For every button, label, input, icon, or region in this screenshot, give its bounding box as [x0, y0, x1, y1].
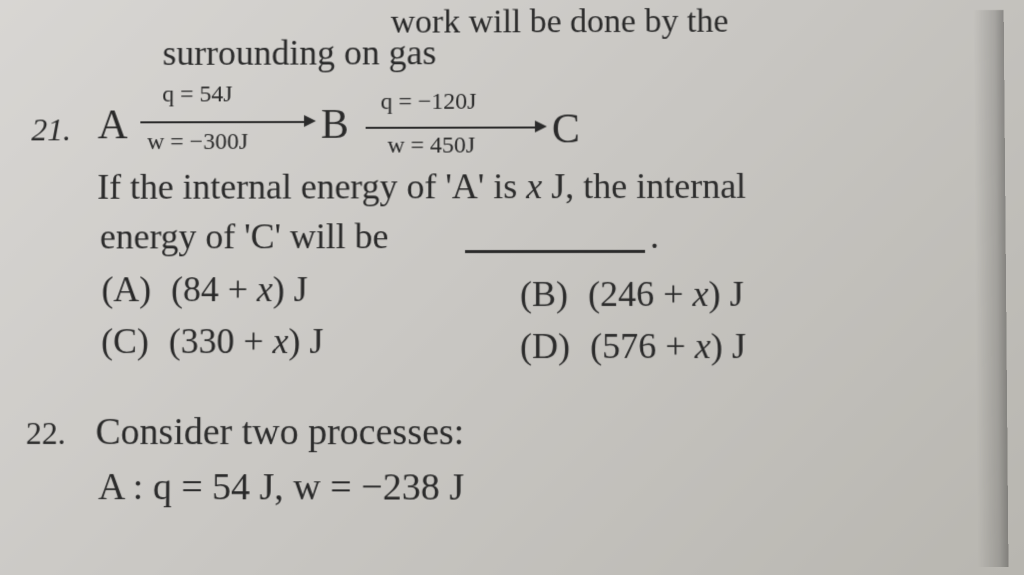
option-D: (D) (576 + x) J: [520, 325, 746, 367]
arrow2-line: [366, 127, 535, 129]
page-curl-shadow: [974, 10, 1009, 567]
option-A-tail: ) J: [273, 269, 308, 309]
option-B-label: (B): [520, 273, 568, 315]
q21-number: 21.: [31, 112, 71, 149]
option-C: (C) (330 + x) J: [101, 320, 324, 362]
option-B-num: (246 +: [588, 274, 693, 314]
arrow2-head: [535, 121, 547, 133]
option-D-tail: ) J: [711, 326, 746, 366]
arrow2-w: w = 450J: [387, 133, 475, 160]
textbook-page: work will be done by the surrounding on …: [20, 10, 1009, 567]
option-B-var: x: [693, 274, 709, 314]
state-A: A: [98, 102, 128, 150]
option-C-tail: ) J: [288, 321, 323, 361]
option-B-value: (246 + x) J: [588, 273, 744, 315]
option-A-label: (A): [101, 268, 151, 310]
option-D-var: x: [695, 326, 711, 366]
blank-underline: [465, 250, 645, 253]
state-C: C: [552, 106, 580, 154]
q22-stem: Consider two processes:: [95, 410, 464, 454]
q21-stem-text1-end: J, the internal: [542, 166, 746, 206]
q20-partial-bottom: surrounding on gas: [162, 32, 436, 74]
option-C-var: x: [273, 321, 289, 361]
q22-number: 22.: [26, 415, 66, 452]
option-C-num: (330 +: [169, 321, 273, 361]
arrow1-line: [140, 121, 304, 123]
option-D-label: (D): [520, 325, 570, 367]
q21-stem-line1: If the internal energy of 'A' is x J, th…: [97, 165, 746, 208]
q20-partial-top: work will be done by the: [391, 3, 729, 42]
q21-stem-period: .: [650, 215, 659, 257]
option-C-value: (330 + x) J: [169, 320, 324, 362]
option-A-num: (84 +: [171, 269, 257, 309]
arrow2-q: q = −120J: [381, 89, 477, 116]
option-D-value: (576 + x) J: [590, 325, 746, 367]
arrow1-w: w = −300J: [147, 129, 248, 156]
option-A: (A) (84 + x) J: [101, 268, 307, 310]
arrow1-q: q = 54J: [162, 82, 232, 109]
option-B: (B) (246 + x) J: [520, 273, 744, 315]
option-A-var: x: [257, 269, 273, 309]
q21-stem-text1: If the internal energy of 'A' is: [97, 166, 517, 206]
q21-stem-var-x: x: [526, 166, 542, 206]
state-B: B: [321, 101, 349, 149]
arrow1-head: [304, 115, 316, 127]
option-B-tail: ) J: [709, 274, 744, 314]
option-C-label: (C): [101, 320, 149, 362]
option-D-num: (576 +: [590, 326, 695, 366]
q21-stem-line2: energy of 'C' will be: [100, 215, 389, 257]
option-A-value: (84 + x) J: [171, 268, 308, 310]
q22-lineA: A : q = 54 J, w = −238 J: [98, 465, 464, 510]
